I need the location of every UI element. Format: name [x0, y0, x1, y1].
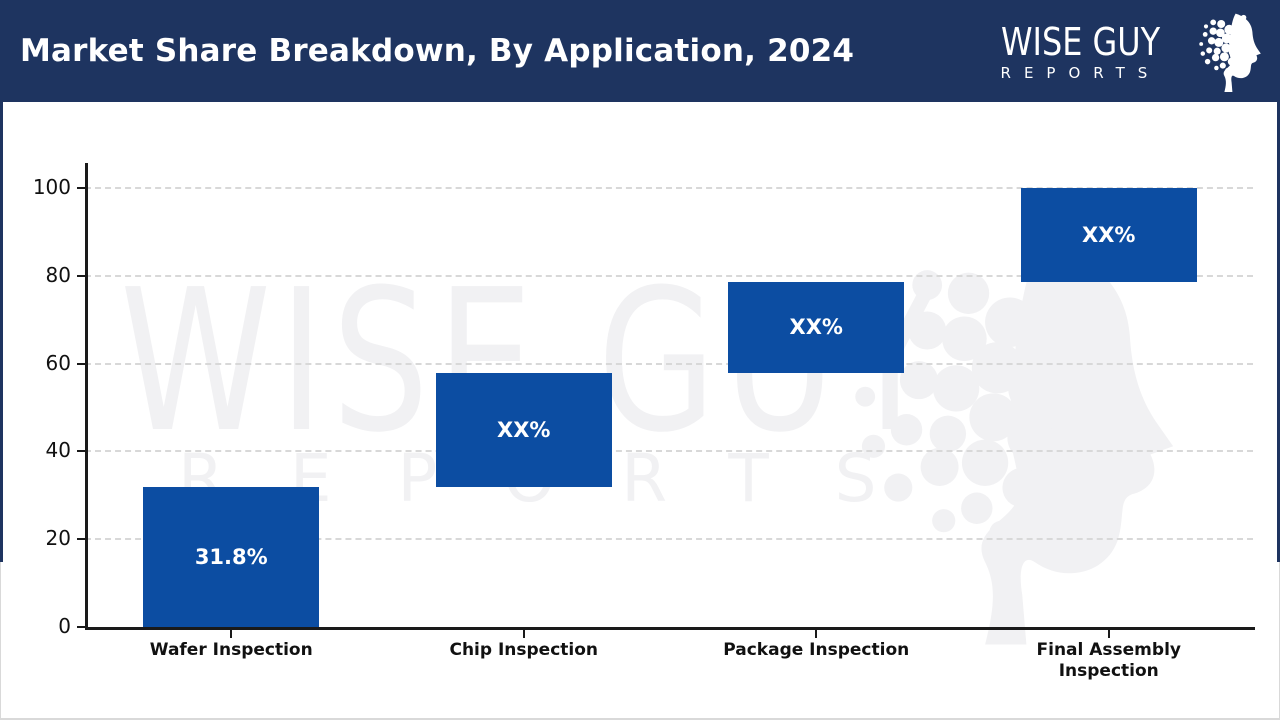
y-gridline-40: [85, 450, 1253, 453]
y-tick-label-40: 40: [45, 438, 71, 463]
y-tick-label-60: 60: [45, 350, 71, 375]
logo-subtext: REPORTS: [1000, 64, 1161, 82]
y-tick-mark: [77, 626, 85, 628]
y-tick-mark: [77, 362, 85, 365]
y-gridline-100: [85, 187, 1253, 189]
y-tick-mark: [77, 274, 85, 277]
x-tick-label-wafer-inspection: Wafer Inspection: [149, 640, 313, 660]
x-tick-mark: [815, 630, 818, 638]
page-title: Market Share Breakdown, By Application, …: [20, 33, 855, 69]
bar-package-inspection: XX%: [728, 281, 905, 374]
y-tick-mark: [77, 538, 85, 541]
bottom-border: [0, 718, 1280, 720]
left-navy-edge: [0, 102, 3, 562]
x-tick-mark: [522, 630, 525, 638]
bar-chip-inspection: XX%: [435, 373, 612, 488]
y-gridline-60: [85, 362, 1253, 365]
x-axis-line: [85, 627, 1255, 630]
y-tick-mark: [77, 187, 85, 189]
x-tick-mark: [230, 630, 233, 638]
bar-value-label: 31.8%: [194, 545, 268, 570]
logo-text: WISE GUY REPORTS: [1001, 22, 1190, 82]
header-bar: Market Share Breakdown, By Application, …: [0, 0, 1280, 102]
bar-final-assembly-inspection: XX%: [1020, 188, 1197, 282]
bar-value-label: XX%: [497, 418, 551, 443]
y-tick-label-80: 80: [45, 262, 71, 287]
wiseguy-logo: WISE GUY REPORTS: [1001, 6, 1266, 98]
x-tick-label-chip-inspection: Chip Inspection: [449, 640, 599, 660]
y-gridline-80: [85, 274, 1253, 277]
logo-wordmark: WISE GUY: [1000, 20, 1160, 64]
bar-value-label: XX%: [1082, 222, 1136, 247]
bar-wafer-inspection: 31.8%: [143, 487, 320, 627]
x-tick-label-final-assembly-inspection: Final Assembly Inspection: [1036, 640, 1181, 681]
y-tick-label-20: 20: [45, 526, 71, 551]
y-tick-label-0: 0: [58, 614, 71, 638]
y-tick-label-100: 100: [32, 175, 71, 199]
bar-value-label: XX%: [789, 315, 843, 340]
y-tick-mark: [77, 450, 85, 453]
right-navy-edge: [1277, 102, 1280, 562]
y-gridline-20: [85, 538, 1253, 541]
y-axis-spine: [85, 163, 88, 629]
x-tick-mark: [1107, 630, 1110, 638]
x-tick-label-package-inspection: Package Inspection: [723, 640, 910, 660]
